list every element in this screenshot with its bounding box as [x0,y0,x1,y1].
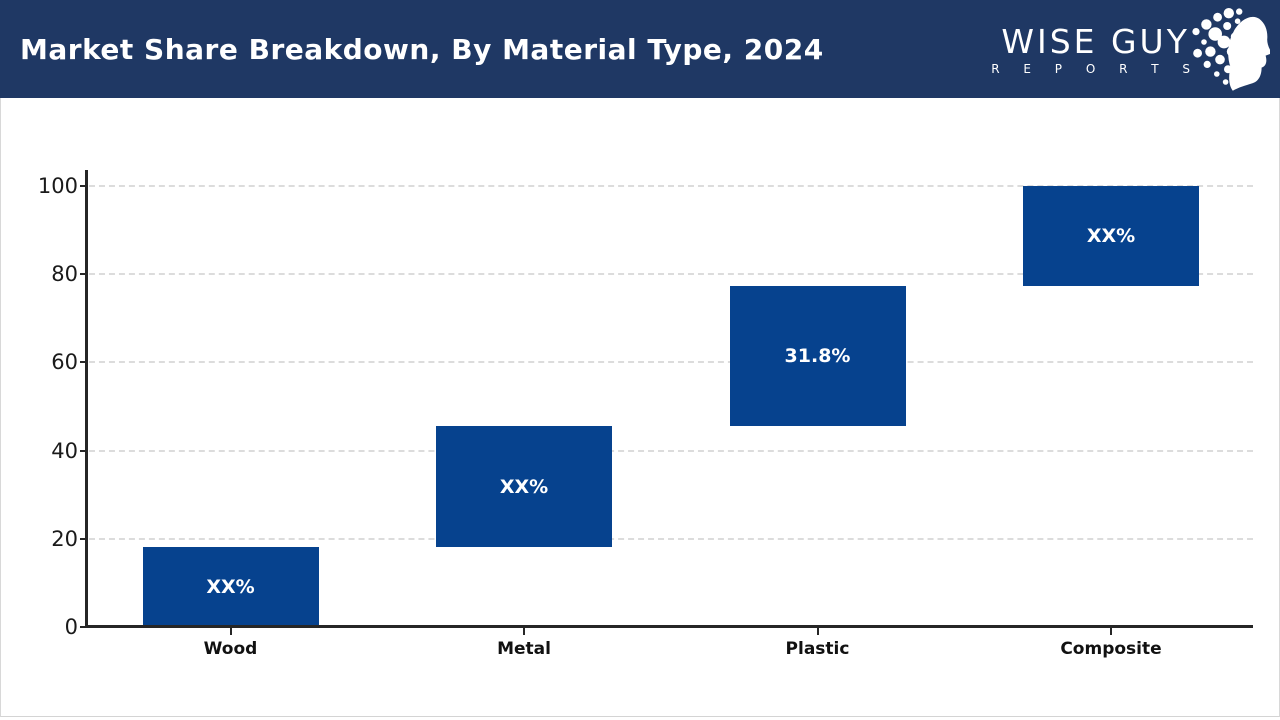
gridline-100 [89,185,1253,187]
y-tick-label: 0 [64,615,78,639]
logo-subtitle: R E P O R T S [991,61,1200,76]
x-category-label: Metal [497,639,551,659]
x-category-label: Plastic [785,639,850,659]
y-tick-label: 60 [51,350,78,375]
x-tick-mark [229,627,232,635]
x-axis-line [85,625,1253,628]
x-tick-mark [816,627,819,635]
logo-name: WISE GUY [1001,22,1190,62]
bar-plastic: 31.8% [729,286,906,427]
bar-wood: XX% [142,546,319,627]
y-tick-label: 40 [51,438,78,463]
y-tick-mark [80,626,88,628]
y-tick-label: 100 [37,174,78,198]
wise-guy-logo: WISE GUY R E P O R T S [991,6,1270,94]
bar-value-label: XX% [1086,225,1136,248]
header-bar: Market Share Breakdown, By Material Type… [0,0,1280,98]
logo-head-icon [1192,8,1270,91]
bar-value-label: 31.8% [784,345,851,368]
page-title: Market Share Breakdown, By Material Type… [20,32,824,66]
y-tick-mark [80,449,88,452]
y-tick-mark [80,537,88,540]
y-tick-label: 80 [51,262,78,287]
x-category-label: Wood [203,639,258,659]
bar-composite: XX% [1023,186,1199,287]
gridline-40 [89,449,1253,452]
y-tick-mark [80,273,88,276]
bar-value-label: XX% [499,475,549,498]
y-tick-label: 20 [51,526,78,551]
bar-metal: XX% [436,426,612,547]
x-tick-mark [523,627,525,635]
gridline-60 [89,361,1253,364]
logo-text: WISE GUY R E P O R T S [991,22,1200,76]
x-tick-mark [1110,627,1112,635]
y-axis-spine [85,170,88,628]
gridline-20 [89,537,1253,540]
bar-value-label: XX% [206,575,255,598]
y-tick-mark [80,185,88,187]
x-category-label: Composite [1060,639,1162,659]
y-tick-mark [80,361,88,364]
gridline-80 [89,273,1253,276]
